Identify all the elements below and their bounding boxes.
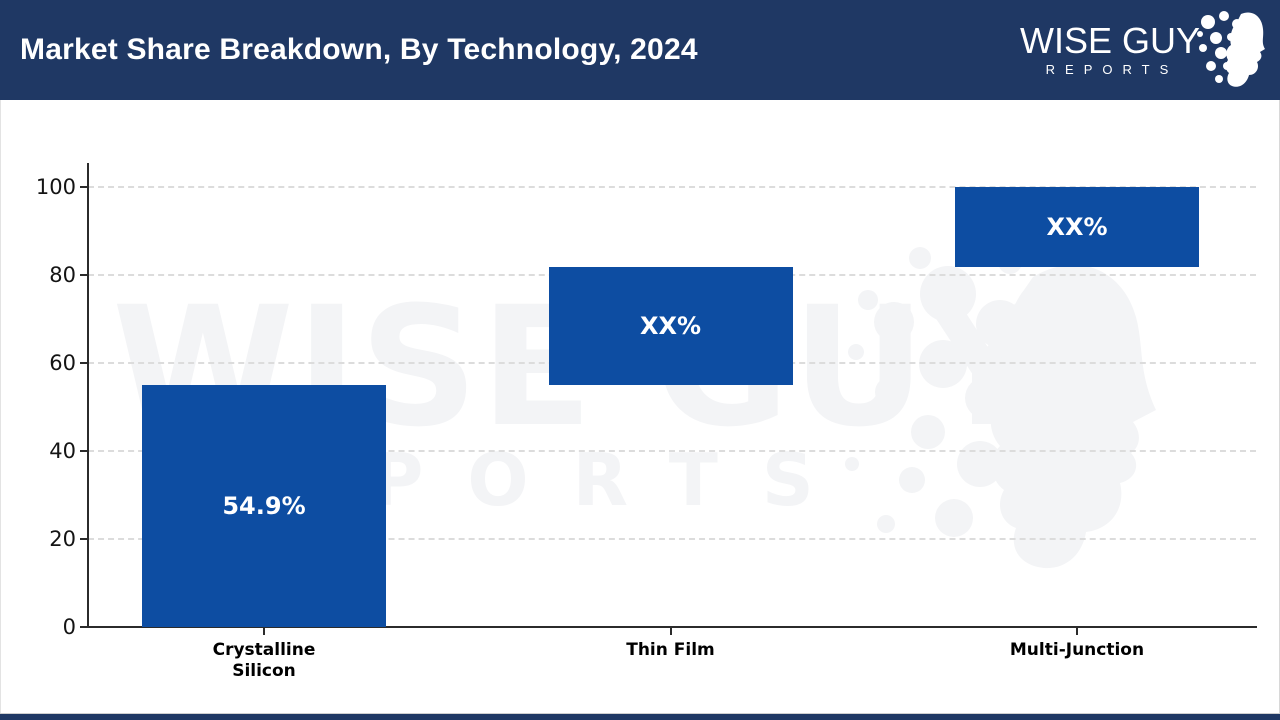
header-bar: Market Share Breakdown, By Technology, 2… [0, 0, 1280, 100]
bar-value-label: XX% [1046, 213, 1108, 242]
y-tick-label: 40 [49, 439, 76, 463]
y-tick-label: 0 [62, 615, 76, 639]
x-axis-tick [263, 628, 265, 635]
y-tick-label: 80 [49, 263, 76, 287]
x-category-label: Multi-Junction [1009, 640, 1145, 660]
bar-value-label: XX% [639, 312, 702, 341]
page-title: Market Share Breakdown, By Technology, 2… [20, 33, 698, 66]
y-tick-label: 100 [35, 175, 76, 199]
bar: XX% [955, 187, 1199, 268]
x-axis-tick [1076, 628, 1078, 635]
y-tick-label: 60 [49, 351, 76, 375]
gridline [88, 538, 1256, 540]
y-axis-tick [80, 450, 87, 452]
gridline [88, 450, 1256, 452]
watermark-head-icon [845, 241, 1156, 569]
y-axis-tick [80, 186, 87, 188]
y-axis-tick [80, 626, 87, 628]
x-category-label: Thin Film [626, 640, 715, 660]
bar-value-label: 54.9% [222, 492, 306, 520]
brand-name: WISE GUY [1019, 20, 1200, 61]
brand-subtitle: REPORTS [1045, 62, 1179, 77]
footer-divider [0, 713, 1280, 714]
bar: XX% [548, 267, 793, 385]
y-axis-tick [80, 274, 87, 276]
x-axis-tick [669, 628, 672, 635]
brand-logo-text: WISE GUY REPORTS [1019, 20, 1200, 78]
brand-logo: WISE GUY REPORTS [1020, 9, 1268, 91]
y-axis-tick [80, 538, 87, 540]
x-category-label: Crystalline Silicon [212, 640, 316, 681]
bar: 54.9% [142, 385, 386, 627]
footer-accent-bar [0, 714, 1280, 720]
y-axis-line [87, 163, 89, 628]
y-tick-label: 20 [49, 527, 76, 551]
gridline [88, 186, 1256, 188]
dotted-head-icon [1197, 11, 1265, 87]
x-axis-line [87, 626, 1257, 628]
y-axis-tick [80, 362, 87, 364]
